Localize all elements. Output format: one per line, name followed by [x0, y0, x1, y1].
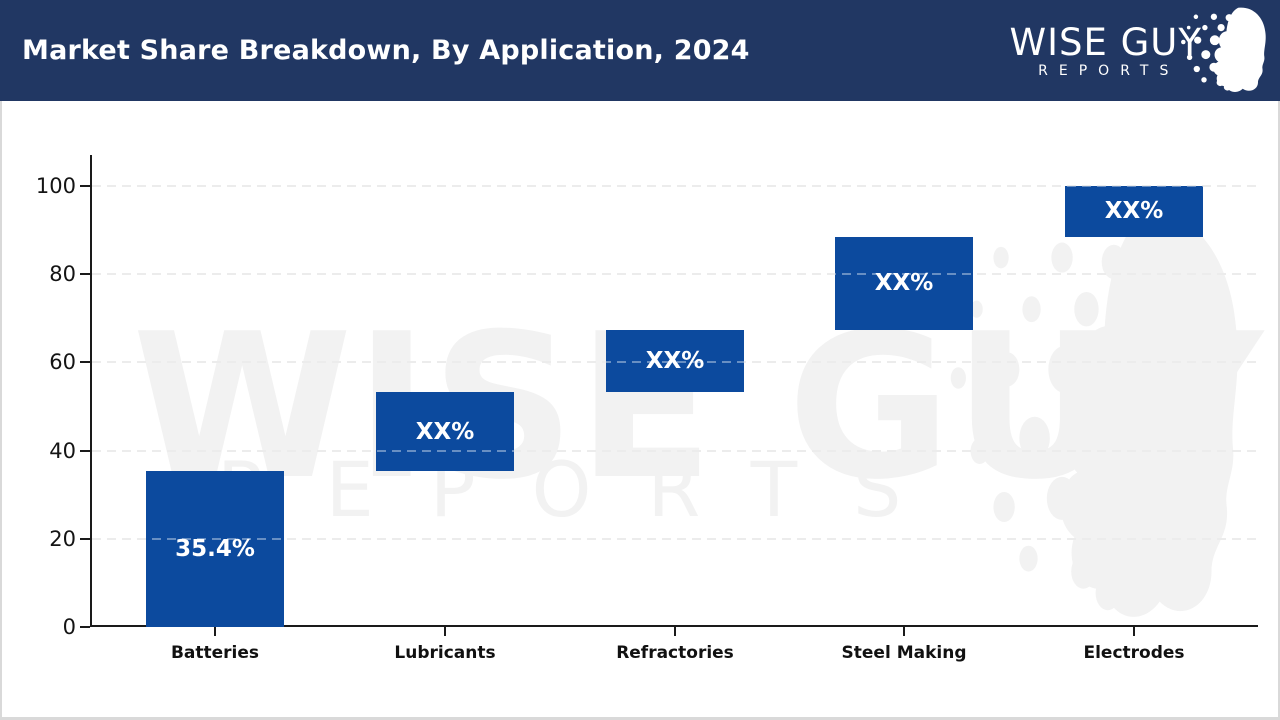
y-tick-mark — [80, 184, 90, 187]
y-tick-mark — [80, 273, 90, 276]
gridline-y40 — [92, 449, 1258, 452]
y-tick-mark — [80, 449, 90, 452]
bar-steel-making: XX% — [835, 237, 973, 330]
watermark-face-icon — [950, 213, 1238, 617]
y-tick-label: 100 — [35, 173, 76, 198]
page-title: Market Share Breakdown, By Application, … — [22, 35, 750, 66]
gridline-y80 — [92, 273, 1258, 276]
x-tick-mark — [214, 627, 216, 636]
y-tick-label: 20 — [49, 526, 76, 551]
bar-value-label: XX% — [415, 418, 475, 445]
bar-refractories: XX% — [606, 329, 744, 393]
chart-canvas: WISE GUY REPORTS 35.4% XX% XX% XX% XX% 0 20 40 6… — [0, 101, 1280, 720]
gridline-y100 — [92, 184, 1258, 187]
bar-value-label: XX% — [1104, 198, 1164, 225]
y-tick-mark — [80, 537, 90, 540]
x-tick-mark — [1133, 627, 1135, 636]
x-category-label: Electrodes — [1083, 643, 1185, 663]
y-tick-mark — [80, 626, 90, 628]
bar-value-label: XX% — [874, 270, 934, 297]
bar-value-label: 35.4% — [175, 535, 255, 562]
x-tick-mark — [903, 627, 905, 636]
gridline-y20 — [92, 537, 1258, 540]
plot-area: 35.4% XX% XX% XX% XX% 0 20 40 60 80 100 Batteries Lu… — [36, 155, 1258, 663]
header-bar: Market Share Breakdown, By Application, … — [0, 0, 1280, 101]
y-tick-label: 40 — [49, 438, 76, 463]
x-category-label: Batteries — [170, 643, 260, 663]
y-tick-label: 0 — [62, 615, 76, 639]
logo-wordmark: WISE GUY — [1009, 21, 1202, 64]
bar-electrodes: XX% — [1065, 185, 1203, 238]
wiseguy-face-icon — [1181, 7, 1266, 92]
x-tick-mark — [674, 627, 676, 636]
y-tick-label: 60 — [49, 350, 76, 375]
y-tick-mark — [80, 361, 90, 364]
logo-subtitle: REPORTS — [1038, 63, 1180, 79]
wiseguy-logo: WISE GUY REPORTS — [1010, 6, 1270, 96]
bar-batteries: 35.4% — [146, 470, 284, 627]
x-category-label: Steel Making — [841, 643, 967, 663]
x-category-label: Lubricants — [394, 643, 496, 663]
y-tick-label: 80 — [49, 262, 76, 287]
x-tick-mark — [444, 627, 446, 636]
wiseguy-logo-text: WISE GUY REPORTS — [1009, 21, 1202, 80]
watermark-text-reports: REPORTS — [217, 445, 958, 534]
bar-lubricants: XX% — [376, 392, 514, 471]
bar-value-label: XX% — [645, 347, 705, 374]
x-category-label: Refractories — [616, 643, 734, 663]
